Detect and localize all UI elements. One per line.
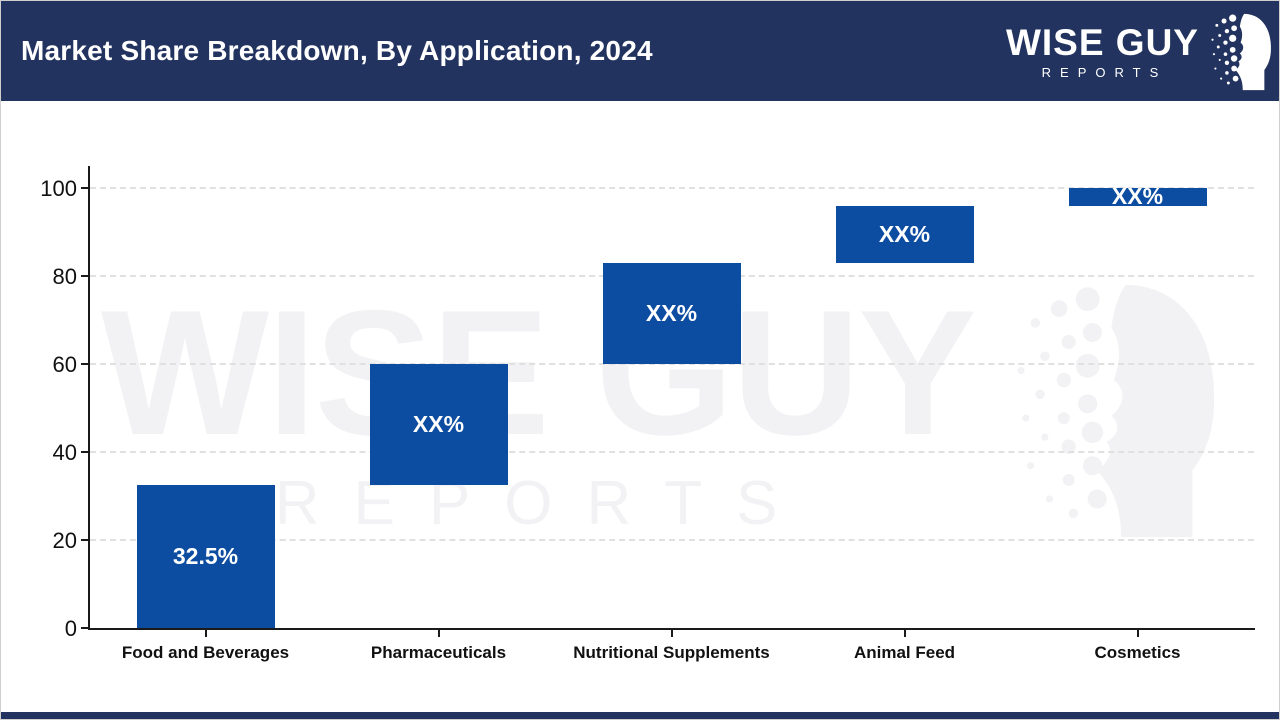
x-tick-1 xyxy=(437,630,440,637)
y-tick-60 xyxy=(81,363,89,365)
bar-nutritional-supplements: XX% xyxy=(602,262,741,364)
y-tick-20 xyxy=(81,539,89,541)
x-category-label-2: Nutritional Supplements xyxy=(573,643,770,662)
y-tick-label-40: 40 xyxy=(52,440,77,465)
x-tick-2 xyxy=(670,630,673,637)
watermark-face-icon xyxy=(1017,284,1215,538)
gridline-20 xyxy=(90,539,1254,541)
bar-pharmaceuticals: XX% xyxy=(369,364,508,485)
y-axis-line xyxy=(88,166,90,630)
bar-value-label: XX% xyxy=(412,411,465,437)
x-category-label-1: Pharmaceuticals xyxy=(370,643,507,662)
wise-guy-reports-logo: WISE GUY REPORTS xyxy=(1006,7,1273,97)
y-tick-100 xyxy=(81,187,89,189)
logo-text: WISE GUY REPORTS xyxy=(1006,24,1199,80)
x-category-label-4: Cosmetics xyxy=(1094,643,1181,662)
chart-title: Market Share Breakdown, By Application, … xyxy=(21,35,653,66)
chart-area: WISE GUY REPORTS 0 20 40 60 80 100 32.5% Food a… xyxy=(1,101,1279,714)
bar-value-label: XX% xyxy=(878,220,931,247)
logo-subtitle: REPORTS xyxy=(1041,65,1168,80)
y-tick-80 xyxy=(81,275,89,277)
footer-bar xyxy=(1,712,1279,719)
bar-value-label: XX% xyxy=(645,299,698,326)
watermark-wordmark: WISE GUY xyxy=(101,272,977,472)
y-tick-label-80: 80 xyxy=(52,264,77,289)
gridline-40 xyxy=(90,451,1254,453)
header-bar: Market Share Breakdown, By Application, … xyxy=(1,1,1279,101)
x-tick-4 xyxy=(1136,630,1139,637)
x-tick-3 xyxy=(903,630,906,637)
y-tick-label-0: 0 xyxy=(64,616,77,641)
x-axis-line xyxy=(88,628,1255,630)
gridline-100 xyxy=(90,187,1254,189)
bar-animal-feed: XX% xyxy=(835,205,974,263)
y-tick-0 xyxy=(81,627,89,629)
gridline-60 xyxy=(90,363,1254,365)
bar-value-label: 32.5% xyxy=(172,543,239,569)
x-tick-0 xyxy=(204,630,207,637)
x-category-label-0: Food and Beverages xyxy=(121,643,290,662)
bar-value-label: XX% xyxy=(1111,183,1164,210)
bar-food-and-beverages: 32.5% xyxy=(136,485,275,628)
bar-cosmetics: XX% xyxy=(1068,183,1207,210)
y-tick-label-100: 100 xyxy=(40,176,77,201)
y-tick-label-20: 20 xyxy=(52,528,77,553)
watermark-subtitle: REPORTS xyxy=(274,468,812,538)
x-category-label-3: Animal Feed xyxy=(853,643,956,662)
y-tick-label-60: 60 xyxy=(52,352,77,377)
y-tick-40 xyxy=(81,451,89,453)
logo-face-icon xyxy=(1211,13,1271,91)
logo-wordmark: WISE GUY xyxy=(1005,22,1199,63)
